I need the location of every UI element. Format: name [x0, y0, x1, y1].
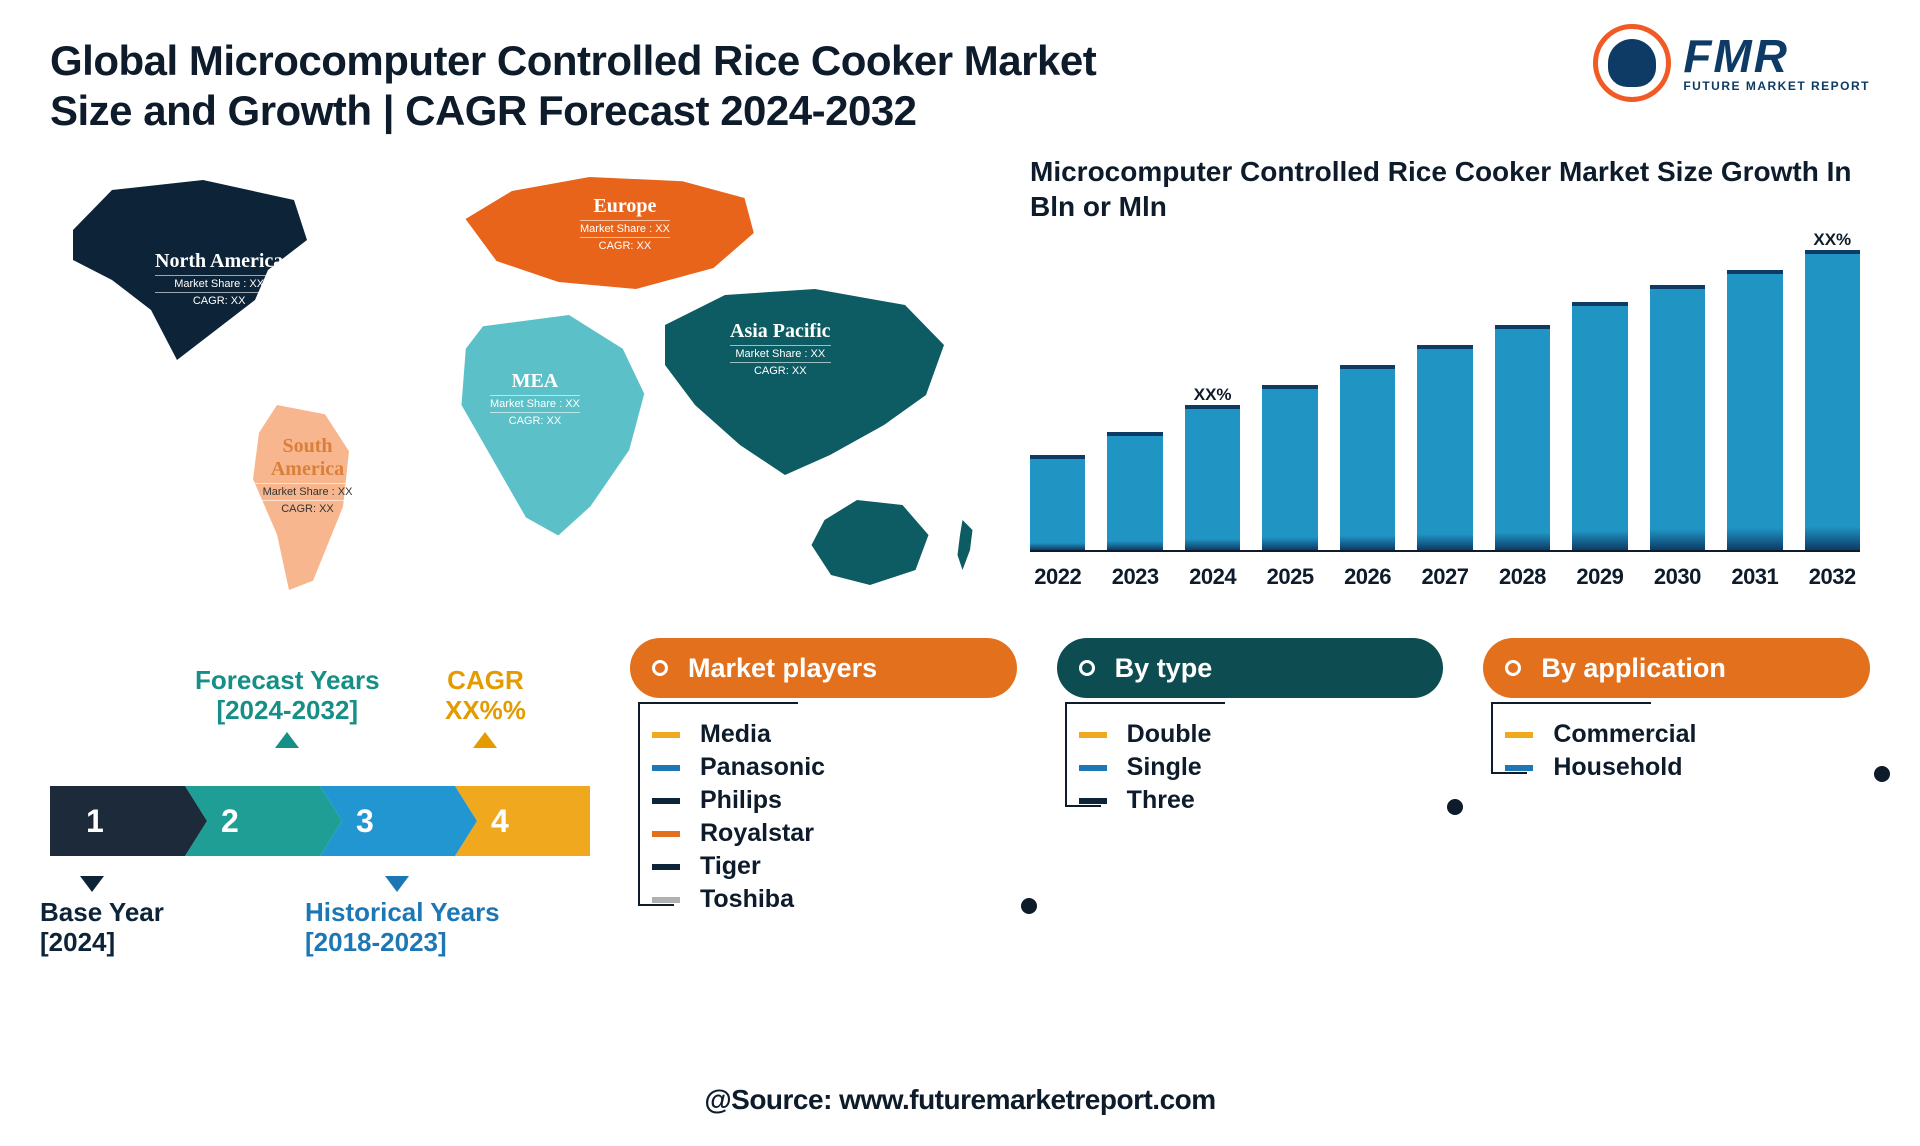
region-name: Asia Pacific — [730, 320, 831, 343]
dash-icon — [1505, 732, 1533, 738]
list-item: Royalstar — [652, 819, 1017, 848]
region-cagr: CAGR: XX — [580, 237, 670, 252]
bar-2024: XX% — [1185, 405, 1240, 550]
region-name: North America — [155, 250, 283, 273]
region-cagr: CAGR: XX — [155, 292, 283, 307]
x-label: 2024 — [1185, 564, 1240, 590]
x-label: 2023 — [1107, 564, 1162, 590]
market-players-pill: Market players Media Panasonic Philips Roya… — [630, 638, 1017, 1008]
dash-icon — [1079, 765, 1107, 771]
x-label: 2032 — [1805, 564, 1860, 590]
bar-2028 — [1495, 325, 1550, 550]
dash-icon — [1079, 798, 1107, 804]
pill-title: By application — [1541, 653, 1726, 684]
cagr-label: CAGRXX%% — [445, 666, 526, 748]
x-label: 2028 — [1495, 564, 1550, 590]
dash-icon — [652, 864, 680, 870]
list-item: Double — [1079, 720, 1444, 749]
x-label: 2030 — [1650, 564, 1705, 590]
bar-annotation: XX% — [1194, 385, 1232, 405]
by-application-pill: By application Commercial Household — [1483, 638, 1870, 1008]
bar-2027 — [1417, 345, 1472, 550]
list-item-label: Commercial — [1553, 720, 1696, 749]
dash-icon — [652, 765, 680, 771]
region-share: Market Share : XX — [250, 483, 365, 498]
region-share: Market Share : XX — [490, 395, 580, 410]
list-item: Tiger — [652, 852, 1017, 881]
dash-icon — [652, 831, 680, 837]
bar-2023 — [1107, 432, 1162, 550]
dash-icon — [652, 732, 680, 738]
bar-annotation: XX% — [1813, 230, 1851, 250]
list-item-label: Media — [700, 720, 771, 749]
forecast-label: Forecast Years[2024-2032] — [195, 666, 380, 748]
region-share: Market Share : XX — [155, 275, 283, 290]
seg-1: 1 — [50, 786, 185, 856]
pill-title: Market players — [688, 653, 877, 684]
list-item: Media — [652, 720, 1017, 749]
x-label: 2027 — [1417, 564, 1472, 590]
region-mea: MEA Market Share : XX CAGR: XX — [440, 315, 665, 550]
arrow-bar: 1 2 3 4 — [50, 786, 590, 856]
bar-2032: XX% — [1805, 250, 1860, 550]
list-item-label: Toshiba — [700, 885, 794, 914]
list-item: Household — [1505, 753, 1870, 782]
chart-title: Microcomputer Controlled Rice Cooker Mar… — [1030, 154, 1870, 224]
pill-title: By type — [1115, 653, 1213, 684]
list-item-label: Tiger — [700, 852, 761, 881]
region-cagr: CAGR: XX — [730, 362, 831, 377]
list-item: Commercial — [1505, 720, 1870, 749]
list-item-label: Household — [1553, 753, 1682, 782]
list-item-label: Royalstar — [700, 819, 814, 848]
logo-fmr-text: FMR — [1683, 33, 1789, 79]
region-share: Market Share : XX — [580, 220, 670, 235]
list-item-label: Double — [1127, 720, 1212, 749]
list-item: Single — [1079, 753, 1444, 782]
list-item-label: Single — [1127, 753, 1202, 782]
bar-2030 — [1650, 285, 1705, 550]
logo-sub-text: FUTURE MARKET REPORT — [1683, 79, 1870, 93]
dash-icon — [652, 798, 680, 804]
dash-icon — [652, 897, 680, 903]
region-south-america: South America Market Share : XX CAGR: XX — [235, 405, 365, 600]
logo-icon — [1593, 24, 1671, 102]
by-type-pill: By type Double Single Three — [1057, 638, 1444, 1008]
region-north-america: North America Market Share : XX CAGR: XX — [60, 170, 350, 410]
list-item-label: Panasonic — [700, 753, 825, 782]
timeline-infographic: Forecast Years[2024-2032] CAGRXX%% 1 2 3… — [50, 666, 590, 1036]
x-label: 2026 — [1340, 564, 1395, 590]
region-name: Europe — [580, 195, 670, 218]
region-cagr: CAGR: XX — [490, 412, 580, 427]
x-label: 2022 — [1030, 564, 1085, 590]
dash-icon — [1079, 732, 1107, 738]
x-label: 2029 — [1572, 564, 1627, 590]
region-share: Market Share : XX — [730, 345, 831, 360]
list-item-label: Three — [1127, 786, 1195, 815]
fmr-logo: FMR FUTURE MARKET REPORT — [1593, 24, 1870, 102]
source-attribution: @Source: www.futuremarketreport.com — [704, 1084, 1215, 1116]
bar-2025 — [1262, 385, 1317, 550]
bar-2026 — [1340, 365, 1395, 550]
list-item: Toshiba — [652, 885, 1017, 914]
bar-2029 — [1572, 302, 1627, 550]
x-label: 2025 — [1262, 564, 1317, 590]
bar-2031 — [1727, 270, 1782, 550]
growth-bar-chart: Microcomputer Controlled Rice Cooker Mar… — [980, 160, 1870, 600]
region-name: MEA — [490, 370, 580, 393]
bar-2022 — [1030, 455, 1085, 550]
page-title: Global Microcomputer Controlled Rice Coo… — [50, 36, 1130, 135]
region-asia-pacific: Asia Pacific Market Share : XX CAGR: XX — [650, 285, 970, 585]
list-item: Philips — [652, 786, 1017, 815]
region-name: South America — [250, 435, 365, 481]
base-year-label: Base Year[2024] — [40, 876, 164, 958]
historical-label: Historical Years[2018-2023] — [305, 876, 500, 958]
world-map: North America Market Share : XX CAGR: XX… — [50, 160, 980, 600]
dash-icon — [1505, 765, 1533, 771]
list-item: Three — [1079, 786, 1444, 815]
region-cagr: CAGR: XX — [250, 500, 365, 515]
list-item-label: Philips — [700, 786, 782, 815]
x-label: 2031 — [1727, 564, 1782, 590]
list-item: Panasonic — [652, 753, 1017, 782]
